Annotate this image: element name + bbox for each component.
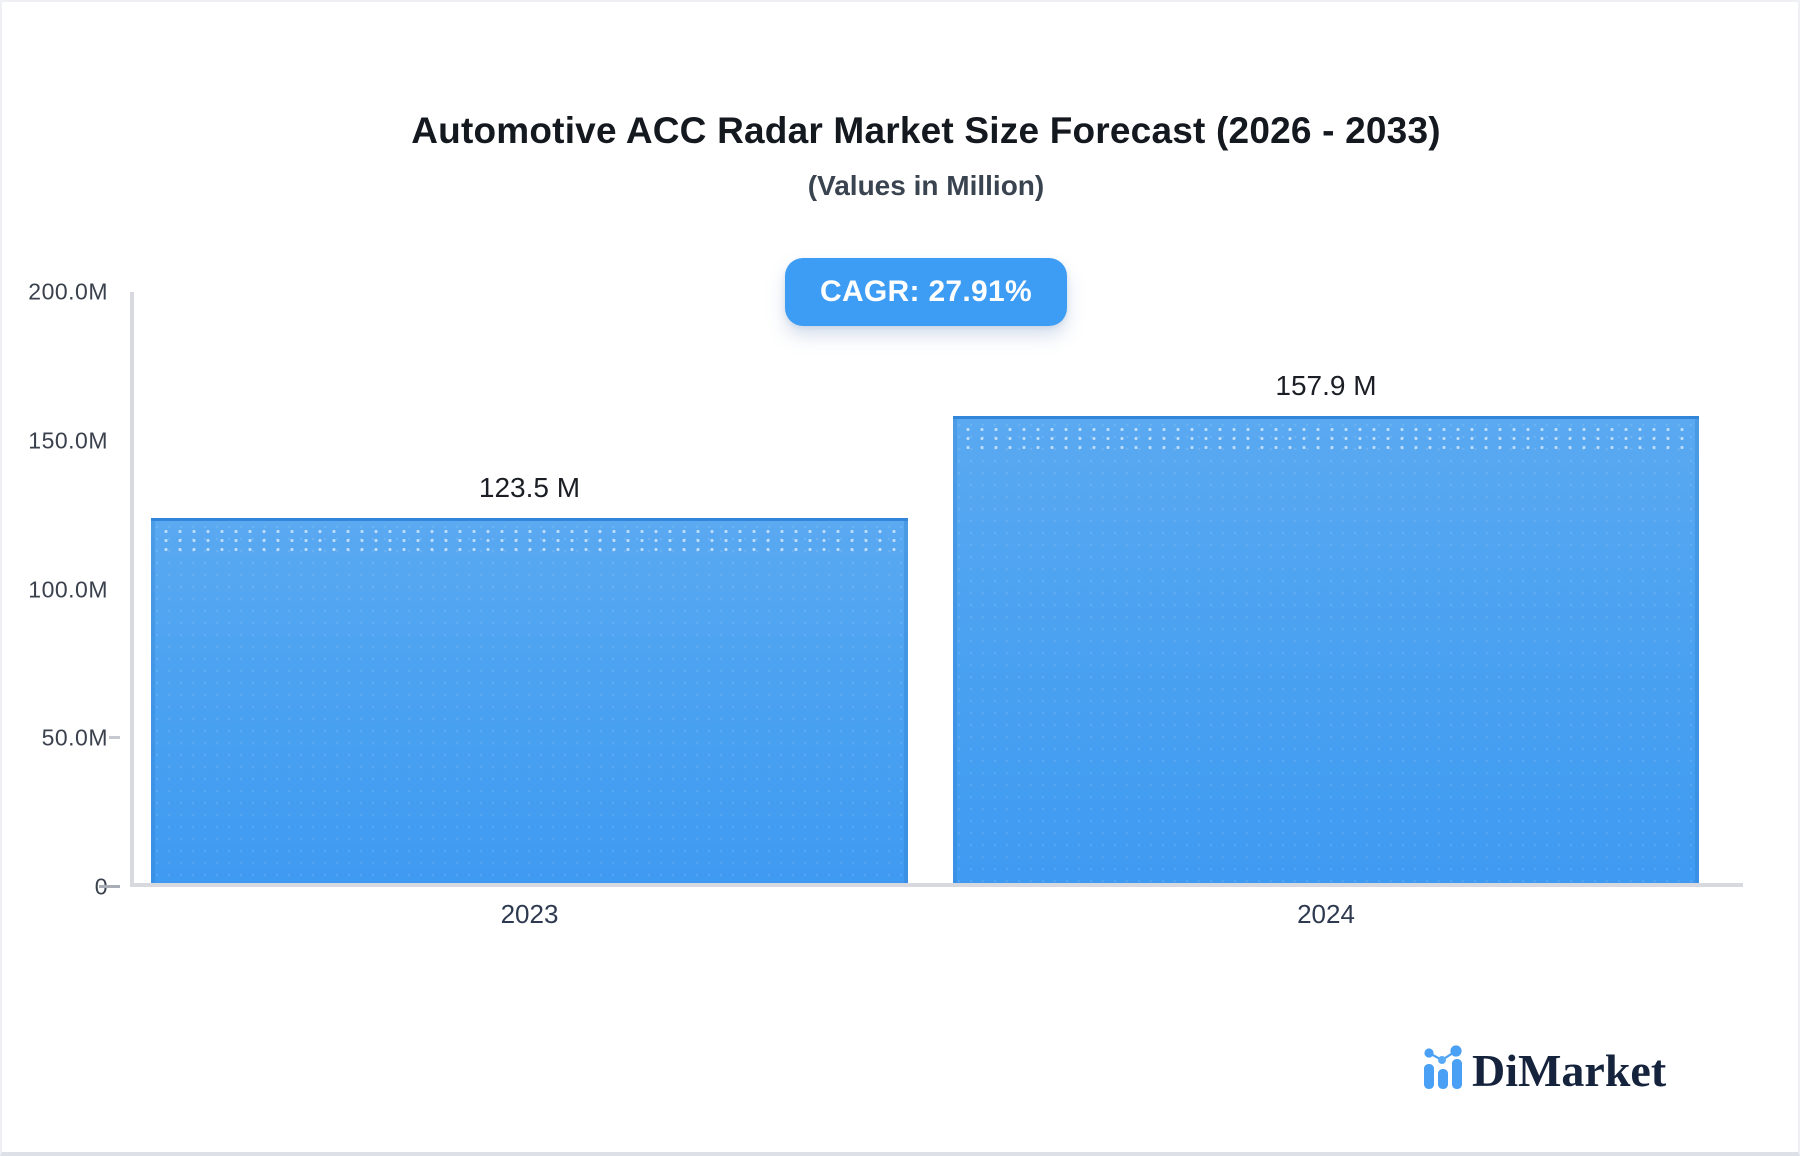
y-axis-tick-0 xyxy=(99,885,120,888)
y-tick-label: 0 xyxy=(2,874,108,901)
dimarket-logo: DiMarket xyxy=(1420,1032,1700,1101)
y-tick-label: 50.0M xyxy=(41,724,108,751)
y-axis-labels: 0 50.0M 100.0M 150.0M 200.0M xyxy=(2,279,108,900)
y-tick-label: 150.0M xyxy=(28,427,108,454)
x-tick-2023: 2023 xyxy=(500,899,559,929)
bar-group-2024: 157.9 M 2024 xyxy=(953,292,1699,929)
bar-2024[interactable] xyxy=(953,416,1699,883)
bar-value-label-2023: 123.5 M xyxy=(478,472,581,504)
bar-group-2023: 123.5 M 2023 xyxy=(151,292,908,929)
dimarket-logo-icon xyxy=(1424,1045,1462,1089)
chart-subtitle: (Values in Million) xyxy=(807,170,1045,201)
x-tick-2024: 2024 xyxy=(1297,899,1355,929)
y-tick-label: 100.0M xyxy=(28,576,108,602)
y-tick-label: 200.0M xyxy=(28,278,108,305)
cagr-badge: CAGR: 27.91% xyxy=(785,258,1067,326)
plot-area: 123.5 M 2023 157.9 M 2024 xyxy=(130,292,1743,929)
y-axis-tick-50m xyxy=(109,736,120,739)
chart-title: Automotive ACC Radar Market Size Forecas… xyxy=(411,110,1441,151)
cagr-badge-label: CAGR: 27.91% xyxy=(819,275,1032,308)
bar-2023[interactable] xyxy=(151,518,908,883)
dimarket-logo-text: DiMarket xyxy=(1472,1045,1667,1096)
bar-value-label-2024: 157.9 M xyxy=(1275,370,1377,402)
